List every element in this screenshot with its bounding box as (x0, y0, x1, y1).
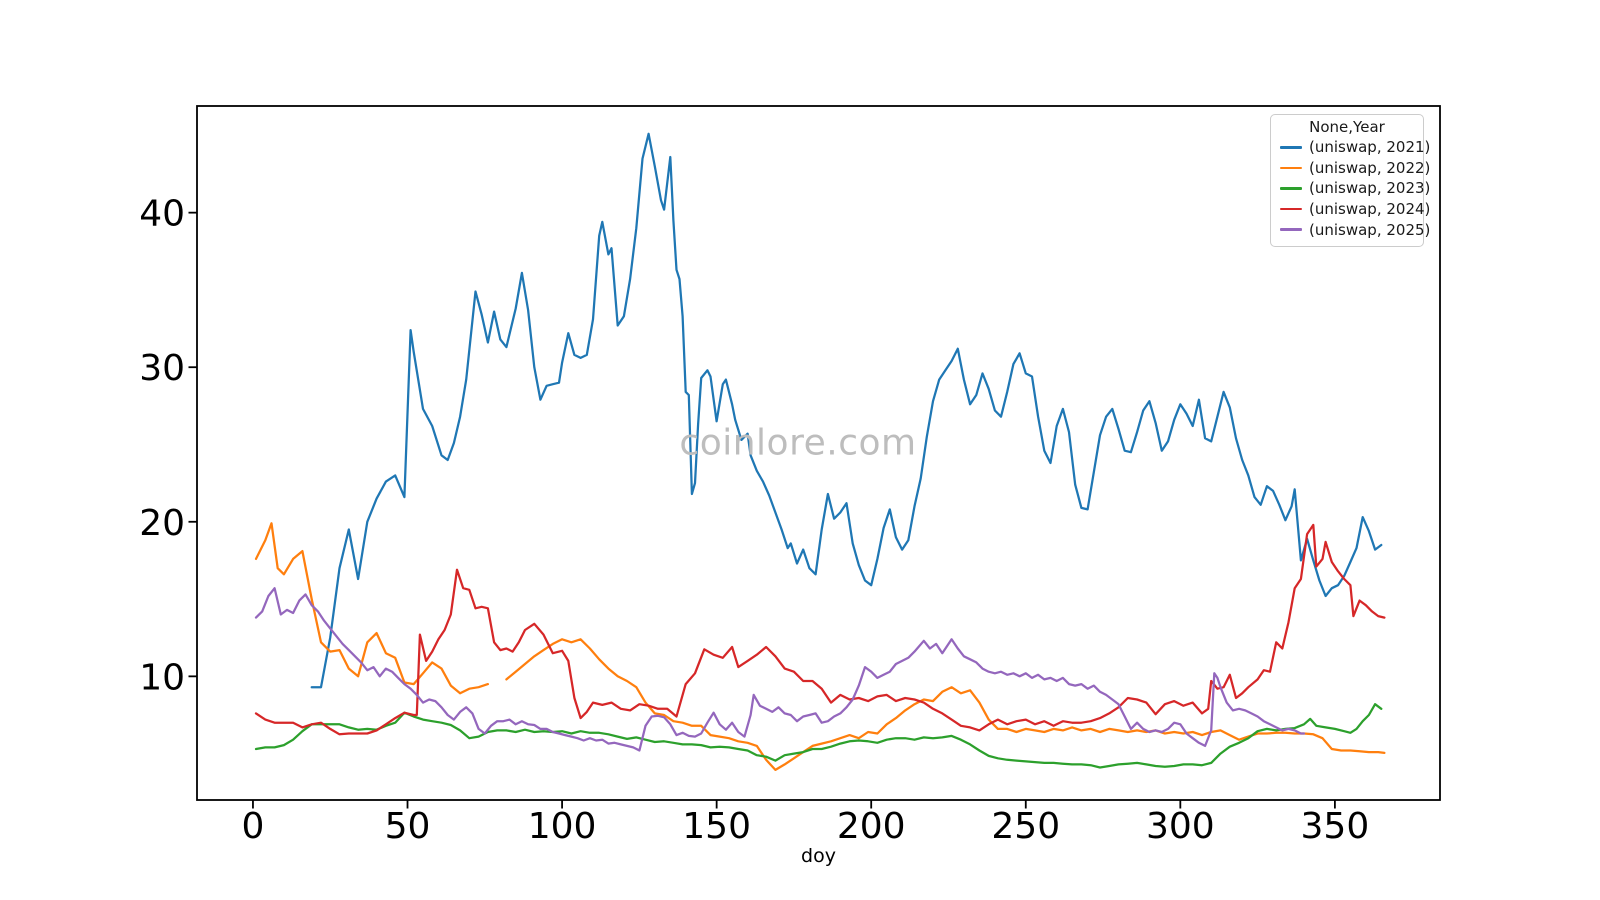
legend-items: (uniswap, 2021) (uniswap, 2022) (uniswap, … (1271, 137, 1430, 240)
x-tick-label: 0 (241, 806, 264, 847)
legend-line-swatch (1280, 146, 1302, 149)
y-tick-label: 30 (139, 348, 185, 389)
legend: None,Year (uniswap, 2021) (uniswap, 2022)… (1270, 114, 1430, 247)
series-line-uniswap-2023 (254, 703, 1383, 769)
series-line-uniswap-2021 (310, 132, 1383, 689)
legend-item-2022: (uniswap, 2022) (1271, 158, 1430, 179)
series-line-uniswap-2024 (254, 523, 1386, 736)
legend-label: (uniswap, 2023) (1309, 179, 1431, 198)
x-tick-label: 300 (1146, 806, 1215, 847)
legend-item-2025: (uniswap, 2025) (1271, 219, 1430, 240)
watermark: coinlore.com (679, 422, 917, 464)
legend-label: (uniswap, 2024) (1309, 200, 1431, 219)
x-tick-label: 200 (837, 806, 906, 847)
x-tick-label: 250 (991, 806, 1060, 847)
y-tick-label: 10 (139, 657, 185, 698)
legend-title: None,Year (1309, 118, 1385, 136)
legend-line-swatch (1280, 207, 1302, 211)
series-line-uniswap-2025 (254, 587, 1306, 752)
legend-line-swatch (1280, 166, 1302, 170)
series-line-uniswap-2022 (254, 522, 1386, 772)
legend-label: (uniswap, 2021) (1309, 138, 1431, 157)
legend-item-2021: (uniswap, 2021) (1271, 137, 1430, 158)
legend-line-swatch (1280, 228, 1302, 231)
plot-border (196, 105, 1441, 801)
x-tick-label: 150 (682, 806, 751, 847)
legend-item-2023: (uniswap, 2023) (1271, 178, 1430, 199)
legend-line-swatch (1280, 187, 1302, 190)
x-tick-label: 350 (1301, 806, 1370, 847)
y-tick-label: 20 (139, 503, 185, 544)
legend-label: (uniswap, 2025) (1309, 220, 1431, 239)
y-tick-label: 40 (139, 194, 185, 235)
x-tick-label: 100 (528, 806, 597, 847)
legend-item-2024: (uniswap, 2024) (1271, 199, 1430, 220)
legend-label: (uniswap, 2022) (1309, 158, 1431, 177)
x-axis-label: doy (801, 845, 836, 867)
x-tick-label: 50 (385, 806, 431, 847)
